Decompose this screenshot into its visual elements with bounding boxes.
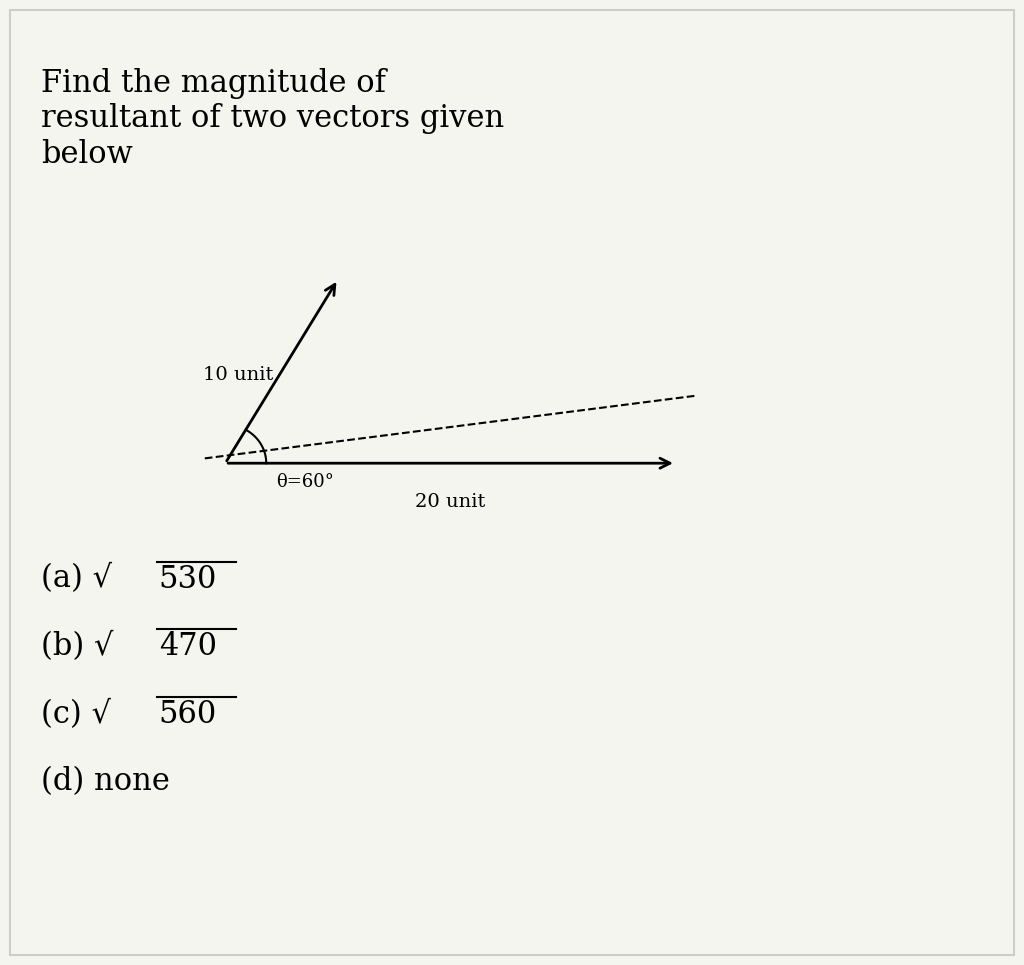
Text: (b) √: (b) √ [41,631,114,662]
Text: θ=60°: θ=60° [276,473,335,491]
Text: (a) √: (a) √ [41,564,112,594]
Text: (d) none: (d) none [41,766,170,797]
Text: 20 unit: 20 unit [416,492,485,510]
Text: 560: 560 [159,699,217,730]
Text: (c) √: (c) √ [41,699,111,730]
Text: 470: 470 [159,631,217,662]
Text: 530: 530 [159,564,217,594]
FancyBboxPatch shape [10,10,1014,955]
Text: 10 unit: 10 unit [203,366,273,383]
Text: Find the magnitude of
resultant of two vectors given
below: Find the magnitude of resultant of two v… [41,68,504,170]
